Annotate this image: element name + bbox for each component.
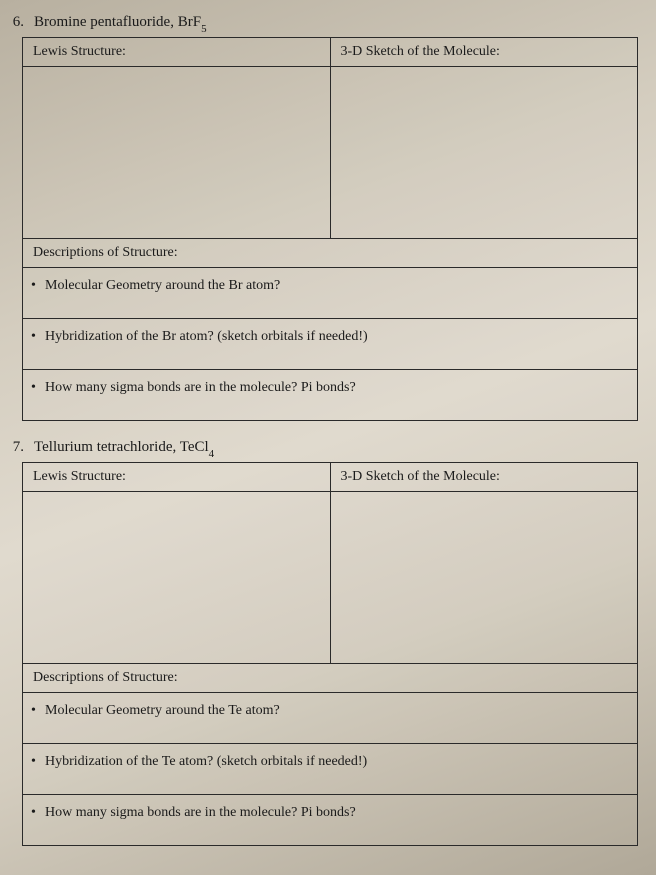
drawing-row — [23, 492, 637, 664]
lewis-label-cell: Lewis Structure: — [23, 38, 331, 66]
lewis-label-cell: Lewis Structure: — [23, 463, 331, 491]
sketch-label-cell: 3-D Sketch of the Molecule: — [331, 463, 638, 491]
sketch-label-cell: 3-D Sketch of the Molecule: — [331, 38, 638, 66]
label-row: Lewis Structure: 3-D Sketch of the Molec… — [23, 463, 637, 492]
bullet-geometry: Molecular Geometry around the Te atom? — [23, 693, 637, 744]
bullet-bonds: How many sigma bonds are in the molecule… — [23, 370, 637, 420]
question-6-table: Lewis Structure: 3-D Sketch of the Molec… — [22, 37, 638, 421]
question-7-header: 7. Tellurium tetrachloride, TeCl4 — [2, 439, 638, 458]
bullet-geometry: Molecular Geometry around the Br atom? — [23, 268, 637, 319]
descriptions-header: Descriptions of Structure: — [23, 664, 637, 693]
subscript: 5 — [201, 23, 207, 35]
question-7-table: Lewis Structure: 3-D Sketch of the Molec… — [22, 462, 638, 846]
question-6-header: 6. Bromine pentafluoride, BrF5 — [2, 14, 638, 33]
drawing-row — [23, 67, 637, 239]
bullet-hybridization: Hybridization of the Te atom? (sketch or… — [23, 744, 637, 795]
bullet-hybridization: Hybridization of the Br atom? (sketch or… — [23, 319, 637, 370]
question-number: 6. — [2, 14, 24, 31]
lewis-area[interactable] — [23, 492, 331, 663]
compound-name: Bromine pentafluoride, BrF — [34, 14, 201, 30]
descriptions-header: Descriptions of Structure: — [23, 239, 637, 268]
sketch-area[interactable] — [331, 67, 638, 238]
lewis-area[interactable] — [23, 67, 331, 238]
question-title: Bromine pentafluoride, BrF5 — [34, 14, 207, 33]
worksheet-page: 6. Bromine pentafluoride, BrF5 Lewis Str… — [0, 0, 656, 846]
subscript: 4 — [209, 448, 215, 460]
bullet-bonds: How many sigma bonds are in the molecule… — [23, 795, 637, 845]
sketch-area[interactable] — [331, 492, 638, 663]
question-number: 7. — [2, 439, 24, 456]
label-row: Lewis Structure: 3-D Sketch of the Molec… — [23, 38, 637, 67]
question-title: Tellurium tetrachloride, TeCl4 — [34, 439, 214, 458]
compound-name: Tellurium tetrachloride, TeCl — [34, 439, 209, 455]
